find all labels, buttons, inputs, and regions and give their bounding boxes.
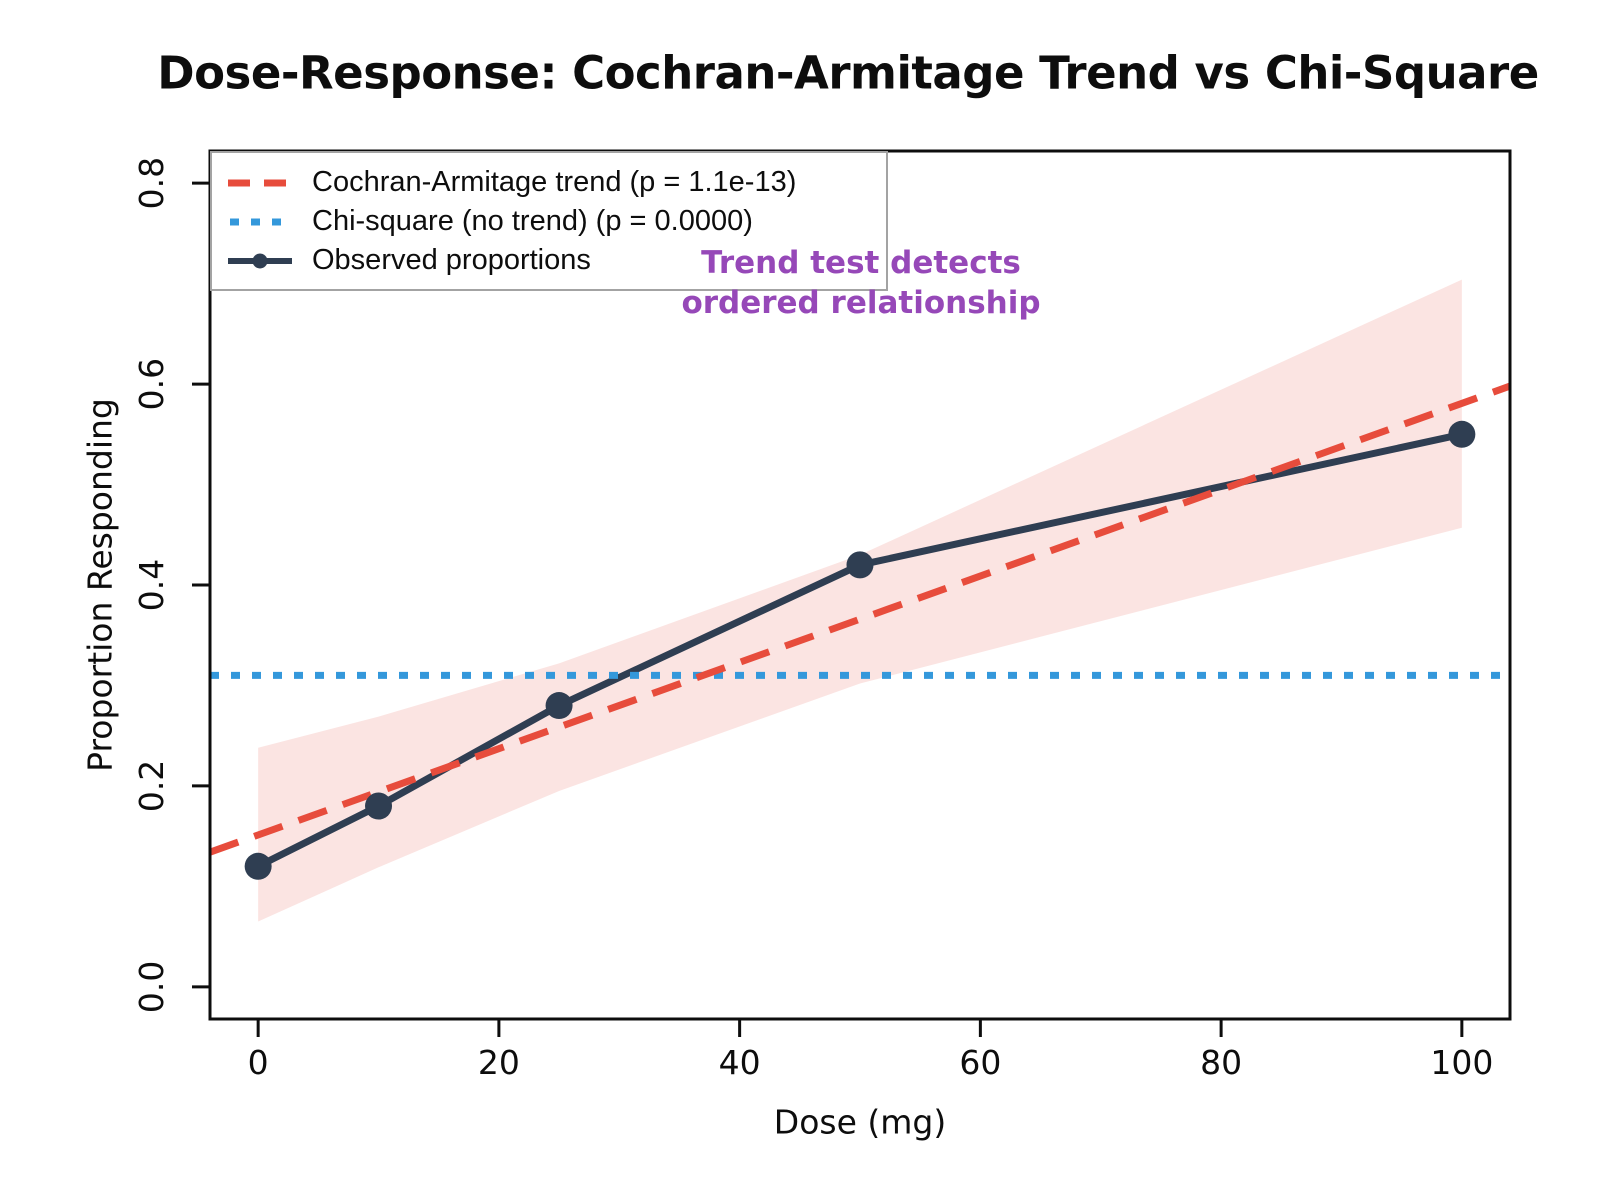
trend-annotation-line1: Trend test detects bbox=[701, 245, 1021, 281]
line-marker-icon bbox=[228, 253, 292, 268]
legend-item-observed: Observed proportions bbox=[226, 241, 886, 280]
dotted-line-icon bbox=[230, 218, 292, 225]
confidence-band bbox=[258, 279, 1462, 922]
dashed-line-icon bbox=[228, 179, 292, 186]
trend-line bbox=[208, 382, 1512, 856]
legend-label-observed: Observed proportions bbox=[312, 244, 591, 276]
x-tick-label: 40 bbox=[719, 1043, 761, 1082]
x-tick-label: 100 bbox=[1430, 1043, 1493, 1082]
trend-annotation: Trend test detects ordered relationship bbox=[681, 243, 1040, 323]
chart-title: Dose-Response: Cochran-Armitage Trend vs… bbox=[157, 46, 1539, 100]
y-tick-label: 0.8 bbox=[132, 157, 171, 209]
legend-label-trend: Cochran-Armitage trend (p = 1.1e-13) bbox=[312, 166, 797, 198]
x-tick-label: 80 bbox=[1200, 1043, 1242, 1082]
observed-point bbox=[545, 692, 573, 720]
x-tick-label: 0 bbox=[248, 1043, 269, 1082]
legend: Cochran-Armitage trend (p = 1.1e-13) Chi… bbox=[210, 151, 888, 291]
legend-label-chisq: Chi-square (no trend) (p = 0.0000) bbox=[312, 205, 753, 237]
y-tick-label: 0.4 bbox=[132, 559, 171, 611]
observed-point bbox=[365, 792, 393, 820]
y-tick-label: 0.6 bbox=[132, 358, 171, 410]
y-tick-label: 0.2 bbox=[132, 760, 171, 812]
y-axis-title: Proportion Responding bbox=[80, 398, 120, 772]
observed-point bbox=[846, 551, 874, 579]
trend-annotation-line2: ordered relationship bbox=[681, 285, 1041, 321]
x-tick-label: 20 bbox=[478, 1043, 520, 1082]
x-tick-label: 60 bbox=[959, 1043, 1001, 1082]
legend-item-trend: Cochran-Armitage trend (p = 1.1e-13) bbox=[226, 163, 886, 202]
observed-point bbox=[1448, 420, 1476, 448]
legend-item-chisq: Chi-square (no trend) (p = 0.0000) bbox=[226, 202, 886, 241]
x-axis-title: Dose (mg) bbox=[773, 1102, 947, 1142]
observed-point bbox=[244, 852, 272, 880]
y-tick-label: 0.0 bbox=[132, 961, 171, 1013]
legend-observed-sample-marker bbox=[252, 253, 268, 268]
